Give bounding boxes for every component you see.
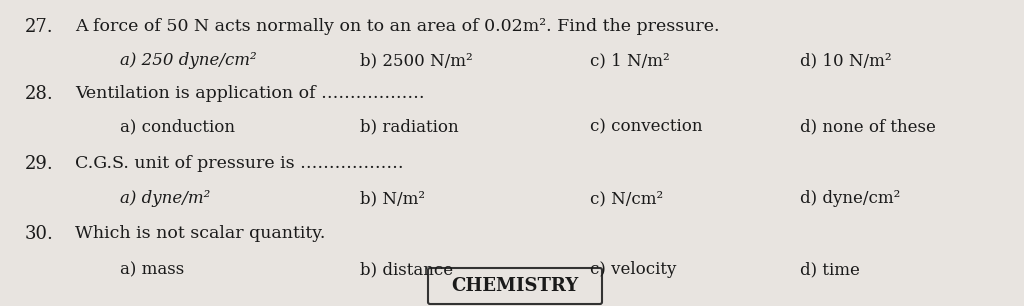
Text: a) mass: a) mass: [120, 261, 184, 278]
FancyBboxPatch shape: [428, 268, 602, 304]
Text: 27.: 27.: [25, 18, 53, 36]
Text: 28.: 28.: [25, 85, 53, 103]
Text: Which is not scalar quantity.: Which is not scalar quantity.: [75, 225, 326, 242]
Text: c) velocity: c) velocity: [590, 261, 677, 278]
Text: b) N/m²: b) N/m²: [360, 190, 425, 207]
Text: 30.: 30.: [25, 225, 54, 243]
Text: b) 2500 N/m²: b) 2500 N/m²: [360, 52, 473, 69]
Text: c) N/cm²: c) N/cm²: [590, 190, 664, 207]
Text: Ventilation is application of ………………: Ventilation is application of ………………: [75, 85, 425, 102]
Text: c) convection: c) convection: [590, 118, 702, 135]
Text: C.G.S. unit of pressure is ………………: C.G.S. unit of pressure is ………………: [75, 155, 403, 172]
Text: c) 1 N/m²: c) 1 N/m²: [590, 52, 670, 69]
Text: d) none of these: d) none of these: [800, 118, 936, 135]
Text: b) radiation: b) radiation: [360, 118, 459, 135]
Text: b) distance: b) distance: [360, 261, 454, 278]
Text: a) dyne/m²: a) dyne/m²: [120, 190, 210, 207]
Text: d) 10 N/m²: d) 10 N/m²: [800, 52, 892, 69]
Text: d) dyne/cm²: d) dyne/cm²: [800, 190, 900, 207]
Text: CHEMISTRY: CHEMISTRY: [452, 277, 579, 295]
Text: a) 250 dyne/cm²: a) 250 dyne/cm²: [120, 52, 257, 69]
Text: 29.: 29.: [25, 155, 53, 173]
Text: a) conduction: a) conduction: [120, 118, 234, 135]
Text: A force of 50 N acts normally on to an area of 0.02m². Find the pressure.: A force of 50 N acts normally on to an a…: [75, 18, 720, 35]
Text: d) time: d) time: [800, 261, 860, 278]
